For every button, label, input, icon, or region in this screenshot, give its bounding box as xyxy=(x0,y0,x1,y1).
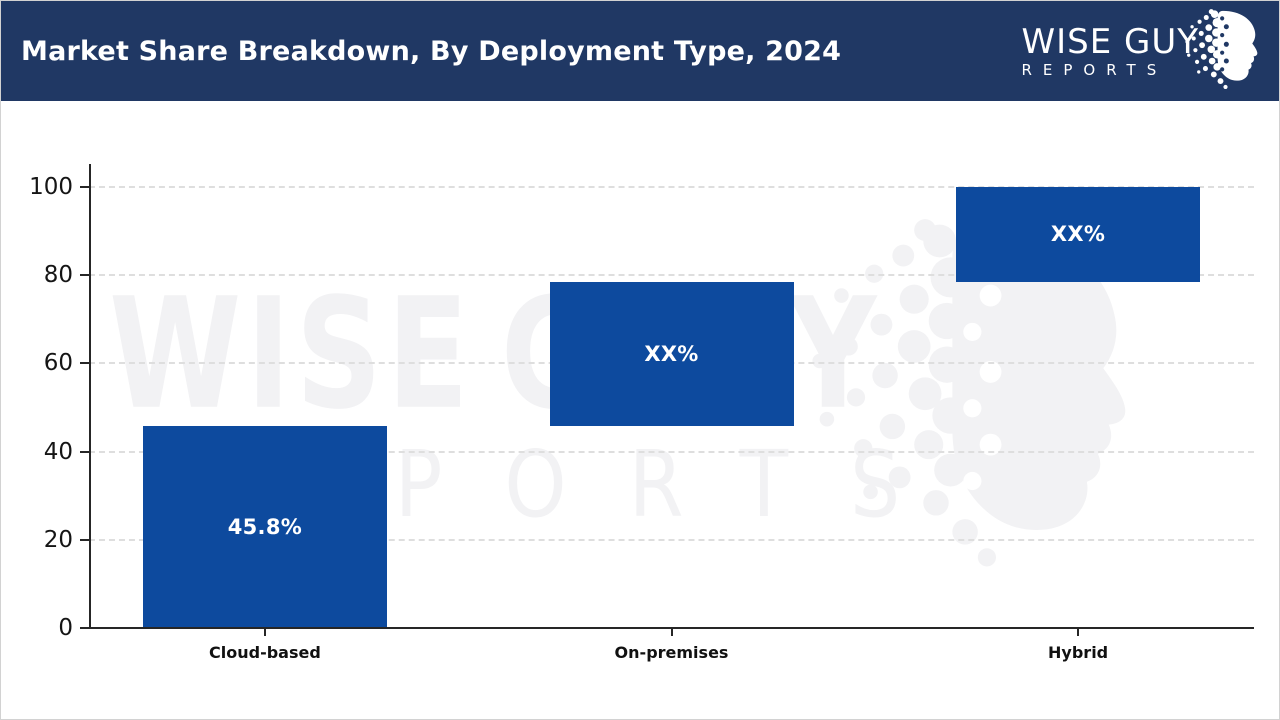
category-label-1: Cloud-based xyxy=(209,643,321,662)
y-tick-label-40: 40 xyxy=(43,438,73,465)
x-tick-3 xyxy=(1077,628,1080,636)
bar-value-label: XX% xyxy=(644,341,699,366)
header-band: Market Share Breakdown, By Deployment Ty… xyxy=(1,1,1279,101)
bar-value-label: 45.8% xyxy=(227,515,303,539)
plot-area: 0 20 40 60 80 100 45.8% Cloud-based XX% On-premis… xyxy=(29,164,1254,662)
y-tick-label-100: 100 xyxy=(29,174,73,200)
bar-hybrid: XX% xyxy=(956,187,1201,282)
dotted-face-profile-icon xyxy=(1177,9,1269,93)
logo-text: WISE GUY REPORTS xyxy=(1021,25,1199,78)
wise-guy-reports-logo: WISE GUY REPORTS xyxy=(1021,9,1269,93)
bar-cloud-based: 45.8% xyxy=(142,426,387,628)
y-tick-40 xyxy=(80,450,89,453)
y-tick-label-20: 20 xyxy=(43,526,73,553)
chart-title: Market Share Breakdown, By Deployment Ty… xyxy=(21,35,842,67)
gridline-20 xyxy=(89,538,1254,541)
x-tick-1 xyxy=(263,628,266,636)
category-label-3: Hybrid xyxy=(1048,643,1109,662)
y-tick-label-0: 0 xyxy=(58,615,73,641)
y-tick-0 xyxy=(80,627,89,629)
y-tick-80 xyxy=(80,274,89,277)
category-label-2: On-premises xyxy=(614,643,729,662)
gridline-100 xyxy=(89,186,1254,188)
y-tick-20 xyxy=(80,538,89,541)
y-tick-60 xyxy=(80,362,89,365)
y-axis-line xyxy=(89,164,91,628)
logo-subtitle: REPORTS xyxy=(1021,60,1168,79)
y-tick-100 xyxy=(80,186,89,188)
bar-on-premises: XX% xyxy=(549,281,794,427)
gridline-40 xyxy=(89,450,1254,453)
y-tick-label-80: 80 xyxy=(43,262,73,289)
x-tick-2 xyxy=(670,628,673,636)
gridline-80 xyxy=(89,274,1254,277)
y-tick-label-60: 60 xyxy=(43,350,73,377)
bar-value-label: XX% xyxy=(1050,222,1106,247)
logo-wordmark: WISE GUY xyxy=(1021,21,1199,62)
